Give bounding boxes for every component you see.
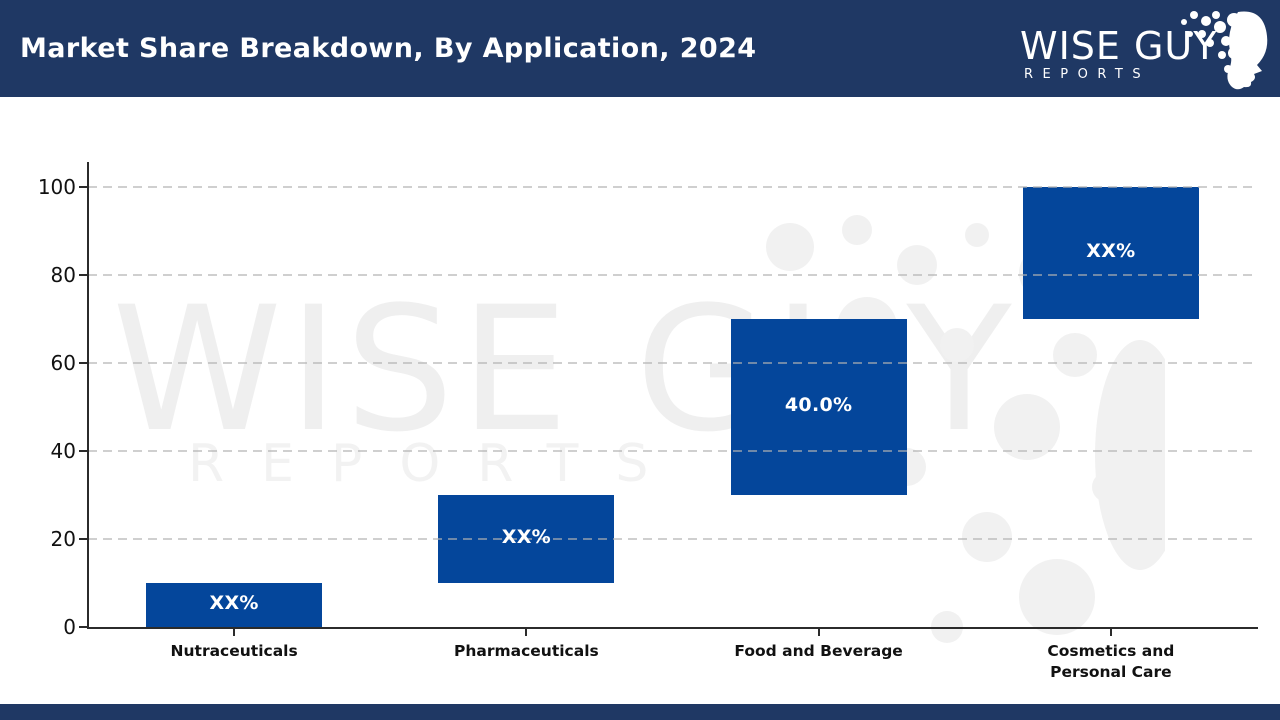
y-tick-label: 0 [63,615,76,639]
gridline [88,362,1257,364]
y-tick-label: 40 [50,439,76,463]
footer-bar [0,704,1280,720]
logo-wordmark: WISE GUY [1020,24,1218,68]
chart-bar [1022,187,1199,319]
chart-bar [730,319,907,495]
bar-value-label: XX% [209,592,259,614]
category-label: Food and Beverage [734,642,903,660]
bar-value-label: XX% [1086,240,1136,262]
gridline [88,538,1257,540]
x-axis-spine [87,627,1258,629]
category-label: Nutraceuticals [170,642,298,660]
gridline [88,274,1257,276]
bar-value-label: XX% [501,526,551,548]
header-bar: Market Share Breakdown, By Application, … [0,0,1280,97]
wise-guy-logo: WISE GUY REPORTS [992,4,1270,94]
y-tick-label: 20 [50,527,76,551]
chart-bar [146,583,323,627]
x-axis-tick [233,629,236,636]
gridline [88,450,1257,452]
gridline [88,186,1257,188]
x-axis-tick [525,629,528,636]
y-axis-tick [79,626,88,628]
y-tick-label: 60 [50,351,76,375]
y-axis-tick [79,186,88,188]
x-axis-tick [817,629,820,636]
y-axis-spine [87,162,89,629]
category-label: Cosmetics and Personal Care [1047,642,1175,681]
y-axis-tick [79,362,88,364]
y-axis-tick [79,450,88,452]
logo-face-icon [1181,11,1268,90]
category-label: Pharmaceuticals [453,642,599,660]
y-tick-label: 100 [37,175,76,199]
y-axis-tick [79,274,88,276]
bar-value-label: 40.0% [784,394,853,416]
logo-subtext: REPORTS [1024,67,1151,82]
watermark-subtext: REPORTS [188,434,686,494]
y-tick-label: 80 [50,263,76,287]
y-axis-tick [79,538,88,540]
chart-title: Market Share Breakdown, By Application, … [20,33,757,64]
x-axis-tick [1109,629,1112,636]
